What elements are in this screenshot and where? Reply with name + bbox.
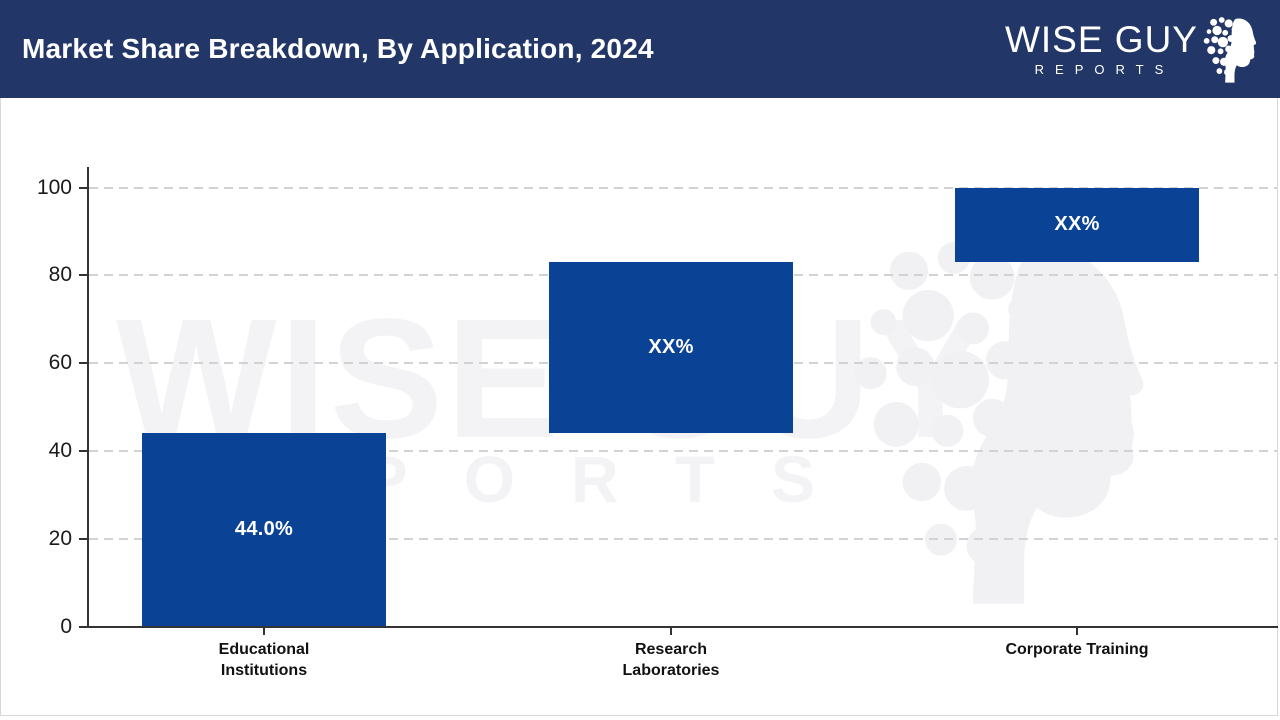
y-tick-20 xyxy=(79,537,88,540)
bar-value-label-1: 44.0% xyxy=(234,518,294,541)
bar-value-label-2: XX% xyxy=(648,336,694,359)
bar-2: XX% xyxy=(549,262,793,434)
x-axis-line xyxy=(87,626,1278,628)
page-title: Market Share Breakdown, By Application, … xyxy=(22,33,654,64)
gridline-40 xyxy=(89,449,1277,452)
x-tick-1 xyxy=(263,628,265,635)
gridline-100 xyxy=(89,186,1277,189)
gridline-20 xyxy=(89,537,1277,540)
bar-1: 44.0% xyxy=(142,433,386,627)
y-tick-label-100: 100 xyxy=(36,175,72,199)
y-tick-100 xyxy=(79,186,88,189)
y-tick-label-0: 0 xyxy=(60,614,72,638)
y-axis-line xyxy=(87,167,89,628)
y-tick-60 xyxy=(79,362,88,365)
x-category-label-1: Educational Institutions xyxy=(218,641,310,679)
y-tick-0 xyxy=(79,625,88,628)
y-tick-40 xyxy=(79,449,88,452)
y-tick-label-80: 80 xyxy=(48,263,72,287)
logo-subtitle: REPORTS xyxy=(1034,62,1175,77)
y-tick-label-20: 20 xyxy=(48,526,72,550)
logo-text: WISE GUY REPORTS xyxy=(1005,21,1198,77)
x-category-label-3: Corporate Training xyxy=(1005,641,1149,658)
logo-wordmark: WISE GUY xyxy=(1004,19,1198,60)
wise-guy-reports-logo: WISE GUY REPORTS xyxy=(1005,12,1280,86)
bar-value-label-3: XX% xyxy=(1054,213,1100,236)
y-tick-80 xyxy=(79,274,88,277)
bar-3: XX% xyxy=(955,187,1199,263)
y-tick-label-40: 40 xyxy=(48,438,72,462)
x-category-label-2: Research Laboratories xyxy=(622,641,720,679)
x-tick-3 xyxy=(1076,628,1078,635)
x-tick-2 xyxy=(670,628,672,635)
y-tick-label-60: 60 xyxy=(48,351,72,375)
header-band: Market Share Breakdown, By Application, … xyxy=(0,0,1280,98)
